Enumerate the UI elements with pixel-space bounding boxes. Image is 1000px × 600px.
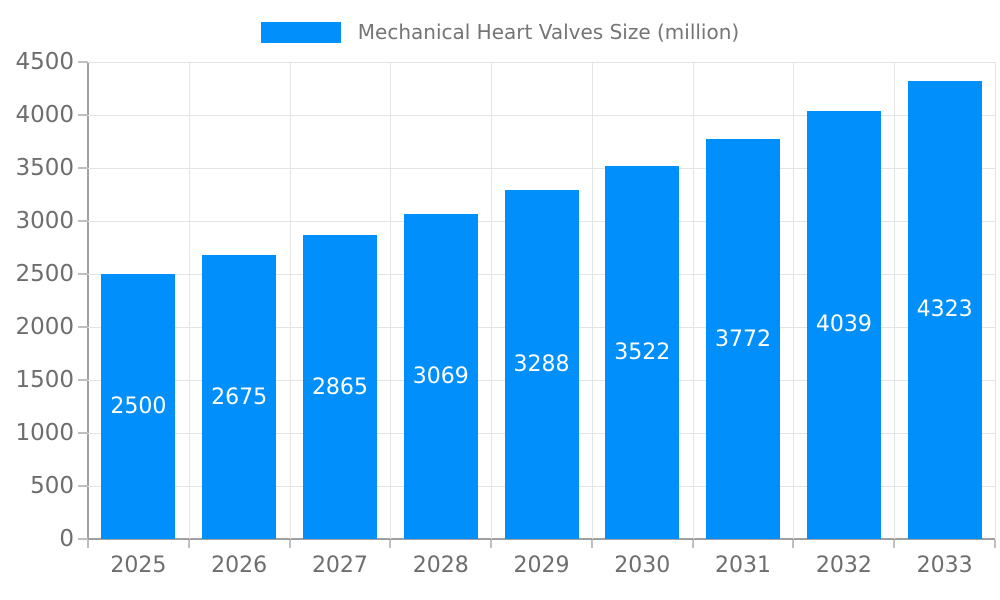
- bar-2031: 3772: [706, 139, 781, 539]
- y-axis-tick: [78, 61, 88, 63]
- y-axis-tick-label: 1500: [15, 367, 74, 393]
- x-axis-tick: [994, 540, 996, 548]
- x-axis-tick: [87, 540, 89, 548]
- y-axis-tick-label: 500: [30, 473, 74, 499]
- bar-value-label: 3069: [412, 363, 469, 389]
- x-axis-tick: [288, 540, 291, 548]
- x-axis-tick: [187, 540, 190, 548]
- bar-2029: 3288: [504, 190, 579, 539]
- y-axis-tick: [78, 273, 88, 275]
- y-axis-tick-label: 3500: [15, 155, 74, 181]
- gridline-vertical: [894, 62, 896, 539]
- x-axis-tick: [792, 540, 795, 548]
- bar-value-label: 3772: [715, 326, 772, 352]
- gridline-horizontal: [88, 115, 995, 116]
- x-axis-tick-label: 2025: [110, 553, 167, 578]
- legend[interactable]: Mechanical Heart Valves Size (million): [0, 20, 1000, 44]
- bar-2032: 4039: [806, 110, 881, 539]
- y-axis-labels: 0 500 1000 1500 2000 2500 3000 3500 4000 4500: [0, 49, 74, 552]
- x-axis-tick-label: 2032: [815, 553, 872, 578]
- x-axis-tick: [389, 540, 392, 548]
- y-axis-tick: [78, 220, 88, 222]
- bar-value-label: 4039: [815, 312, 872, 338]
- y-axis-tick: [78, 114, 88, 116]
- y-axis-tick-label: 3000: [15, 208, 74, 234]
- y-axis-tick: [78, 379, 88, 381]
- y-axis-tick: [78, 326, 88, 328]
- x-axis-labels: 2025 2026 2027 2028 2029 2030 2031 2032 2033: [88, 539, 995, 584]
- bar-value-label: 2675: [211, 384, 268, 410]
- bar-value-label: 4323: [916, 297, 973, 323]
- gridline-vertical: [793, 62, 795, 539]
- y-axis-tick: [78, 432, 88, 434]
- gridline-vertical: [591, 62, 593, 539]
- bar-value-label: 2500: [110, 394, 167, 419]
- x-axis-tick-label: 2030: [614, 553, 671, 578]
- gridline-vertical: [289, 62, 291, 539]
- gridline-horizontal: [88, 62, 995, 63]
- x-axis-tick: [691, 540, 694, 548]
- x-axis-tick-label: 2026: [211, 553, 268, 578]
- y-axis-tick: [78, 167, 88, 169]
- bar-value-label: 2865: [311, 374, 368, 400]
- x-axis-tick-label: 2031: [715, 553, 772, 578]
- gridline-vertical: [390, 62, 392, 539]
- y-axis-tick-label: 2500: [15, 261, 74, 287]
- bar-2033: 4323: [907, 80, 982, 539]
- x-axis-tick-label: 2028: [412, 553, 469, 578]
- bar-value-label: 3288: [513, 352, 570, 378]
- gridline-horizontal: [88, 168, 995, 169]
- x-axis-tick-label: 2027: [311, 553, 368, 578]
- gridline-vertical: [188, 62, 190, 539]
- bar-2030: 3522: [605, 165, 680, 539]
- y-axis-tick-label: 0: [59, 526, 74, 552]
- plot-area: 2500 2675 2865 3069 3288 3522 3772 4039 4323: [78, 61, 996, 548]
- gridline-vertical: [995, 62, 996, 539]
- x-axis-tick: [490, 540, 493, 548]
- x-axis-tick: [590, 540, 593, 548]
- bar-2028: 3069: [403, 213, 478, 539]
- legend-swatch: [260, 21, 341, 43]
- y-axis-line: [87, 62, 89, 547]
- y-axis-tick: [78, 485, 88, 487]
- y-axis-tick-label: 4000: [15, 102, 74, 128]
- y-axis-tick: [78, 538, 88, 540]
- bar-2026: 2675: [202, 255, 277, 539]
- y-axis-tick-label: 2000: [15, 314, 74, 340]
- bar-2025: 2500: [101, 274, 176, 539]
- x-axis-tick-label: 2029: [513, 553, 570, 578]
- y-axis-tick-label: 1000: [15, 420, 74, 446]
- gridline-vertical: [692, 62, 694, 539]
- gridline-vertical: [491, 62, 493, 539]
- x-axis-line: [88, 538, 995, 540]
- x-axis-tick: [893, 540, 896, 548]
- bar-value-label: 3522: [614, 339, 671, 365]
- legend-label: Mechanical Heart Valves Size (million): [357, 20, 740, 44]
- y-axis-tick-label: 4500: [15, 49, 74, 75]
- x-axis-tick-label: 2033: [916, 553, 973, 578]
- bar-2027: 2865: [302, 235, 377, 539]
